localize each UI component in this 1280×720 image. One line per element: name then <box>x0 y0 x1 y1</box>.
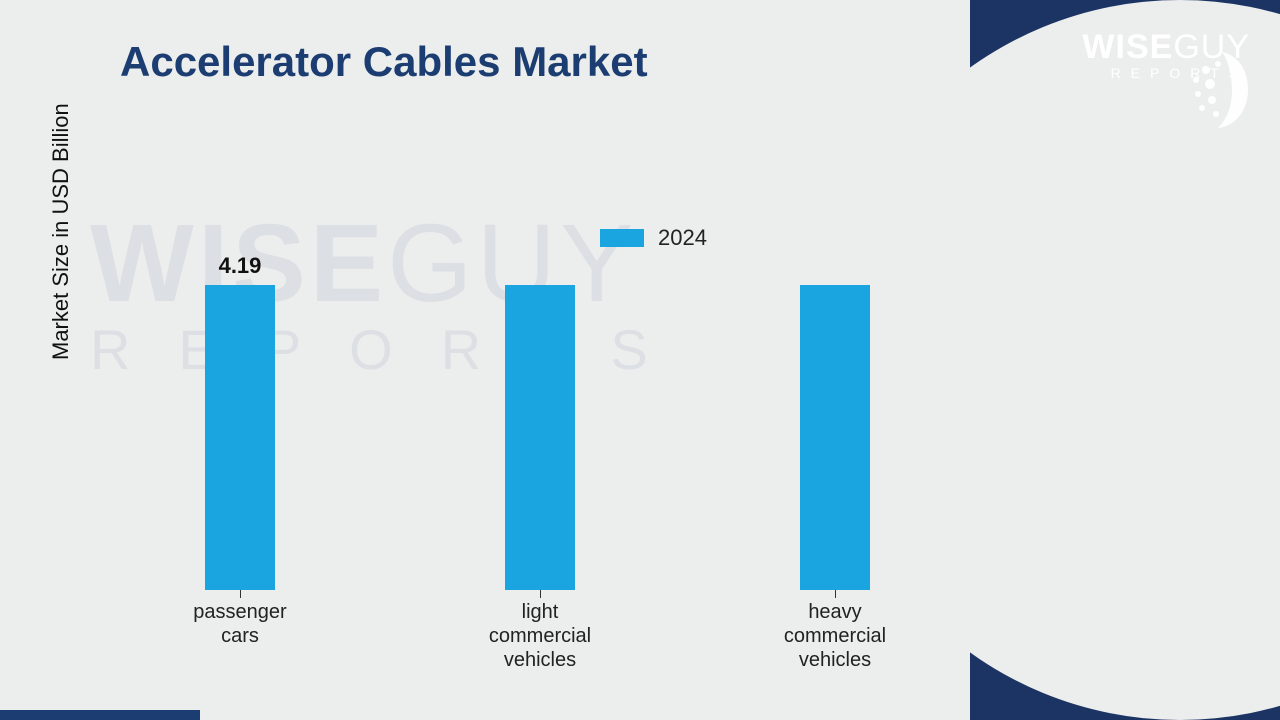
legend: 2024 <box>600 225 707 251</box>
bar <box>800 285 870 590</box>
chart-title: Accelerator Cables Market <box>120 38 648 86</box>
brand-face-icon <box>1182 50 1252 130</box>
x-tick <box>240 590 241 598</box>
brand-block: WISEGUY REPORTS <box>1082 28 1250 81</box>
legend-label: 2024 <box>658 225 707 251</box>
x-category-label: lightcommercialvehicles <box>440 600 640 672</box>
page: WISEGUY REPORTS Accelerator Cables Marke… <box>0 0 1280 720</box>
legend-swatch <box>600 229 644 247</box>
y-axis-label: Market Size in USD Billion <box>48 103 74 360</box>
bar <box>505 285 575 590</box>
brand-word-1: WISE <box>1082 28 1173 66</box>
bar-chart: 2024 4.19passengercarslightcommercialveh… <box>120 170 920 630</box>
x-tick <box>540 590 541 598</box>
bar-value-label: 4.19 <box>219 253 262 279</box>
x-tick <box>835 590 836 598</box>
x-category-label: heavycommercialvehicles <box>735 600 935 672</box>
footer-accent-bar <box>0 710 200 720</box>
x-category-label: passengercars <box>140 600 340 648</box>
bar: 4.19 <box>205 285 275 590</box>
